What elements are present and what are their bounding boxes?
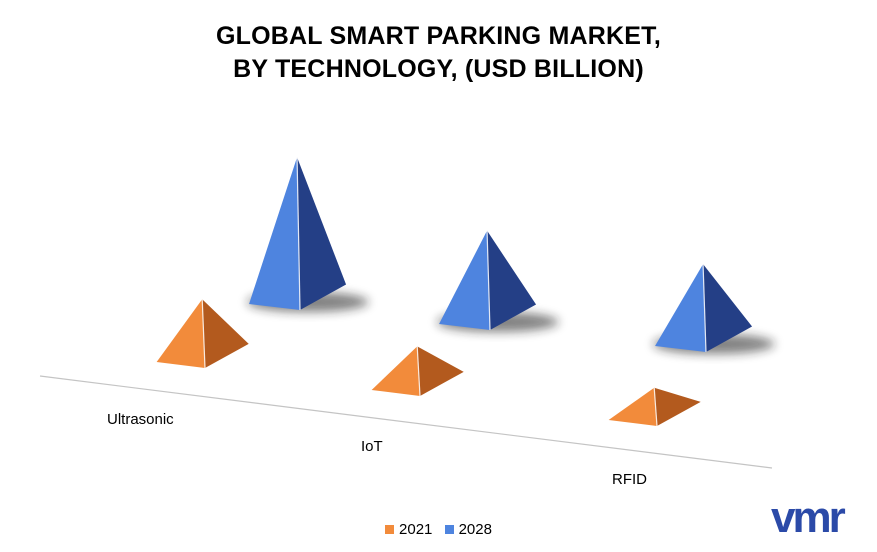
pyramid-face-front	[608, 387, 657, 426]
pyramid-2028-ultrasonic	[247, 157, 369, 312]
pyramid-2021-iot	[371, 346, 464, 397]
pyramid-2021-rfid	[608, 387, 701, 427]
legend-label-2021: 2021	[399, 521, 433, 538]
chart-title: GLOBAL SMART PARKING MARKET, BY TECHNOLO…	[0, 20, 877, 86]
pyramid-edge	[486, 230, 491, 331]
svg-text:vmr: vmr	[771, 496, 846, 540]
pyramid-edge	[296, 157, 301, 311]
pyramid-edge	[201, 299, 206, 369]
legend-item-2028: 2028	[444, 521, 492, 538]
legend-swatch-2028	[444, 525, 454, 534]
legend-swatch-2021	[385, 525, 395, 534]
chart-title-line-2: BY TECHNOLOGY, (USD BILLION)	[233, 55, 644, 83]
pyramid-edge	[702, 264, 707, 353]
legend-item-2021: 2021	[385, 521, 432, 538]
legend: 2021 2028	[0, 521, 877, 538]
chart-title-line-1: GLOBAL SMART PARKING MARKET,	[216, 22, 661, 50]
pyramid-face-front	[371, 346, 420, 396]
pyramid-edge	[416, 346, 421, 397]
pyramid-face-front	[249, 157, 300, 310]
category-label-ultrasonic: Ultrasonic	[107, 411, 174, 428]
pyramid-face-side	[417, 346, 464, 396]
category-label-rfid: RFID	[612, 471, 647, 488]
pyramid-edge	[653, 387, 658, 427]
pyramid-2028-rfid	[653, 264, 775, 354]
pyramid-2021-ultrasonic	[156, 299, 249, 369]
pyramid-face-front	[156, 299, 205, 368]
pyramid-face-front	[655, 264, 706, 352]
pyramid-face-side	[654, 387, 701, 426]
pyramid-face-side	[487, 230, 537, 330]
pyramid-face-side	[703, 264, 753, 352]
category-axis-floor	[39, 375, 773, 469]
legend-label-2028: 2028	[458, 521, 492, 538]
vmr-logo: vmr	[771, 496, 849, 540]
pyramid-face-front	[439, 230, 490, 330]
pyramid-2028-iot	[437, 230, 559, 332]
pyramid-face-side	[297, 157, 347, 310]
pyramid-face-side	[202, 299, 249, 368]
category-label-iot: IoT	[361, 438, 383, 455]
